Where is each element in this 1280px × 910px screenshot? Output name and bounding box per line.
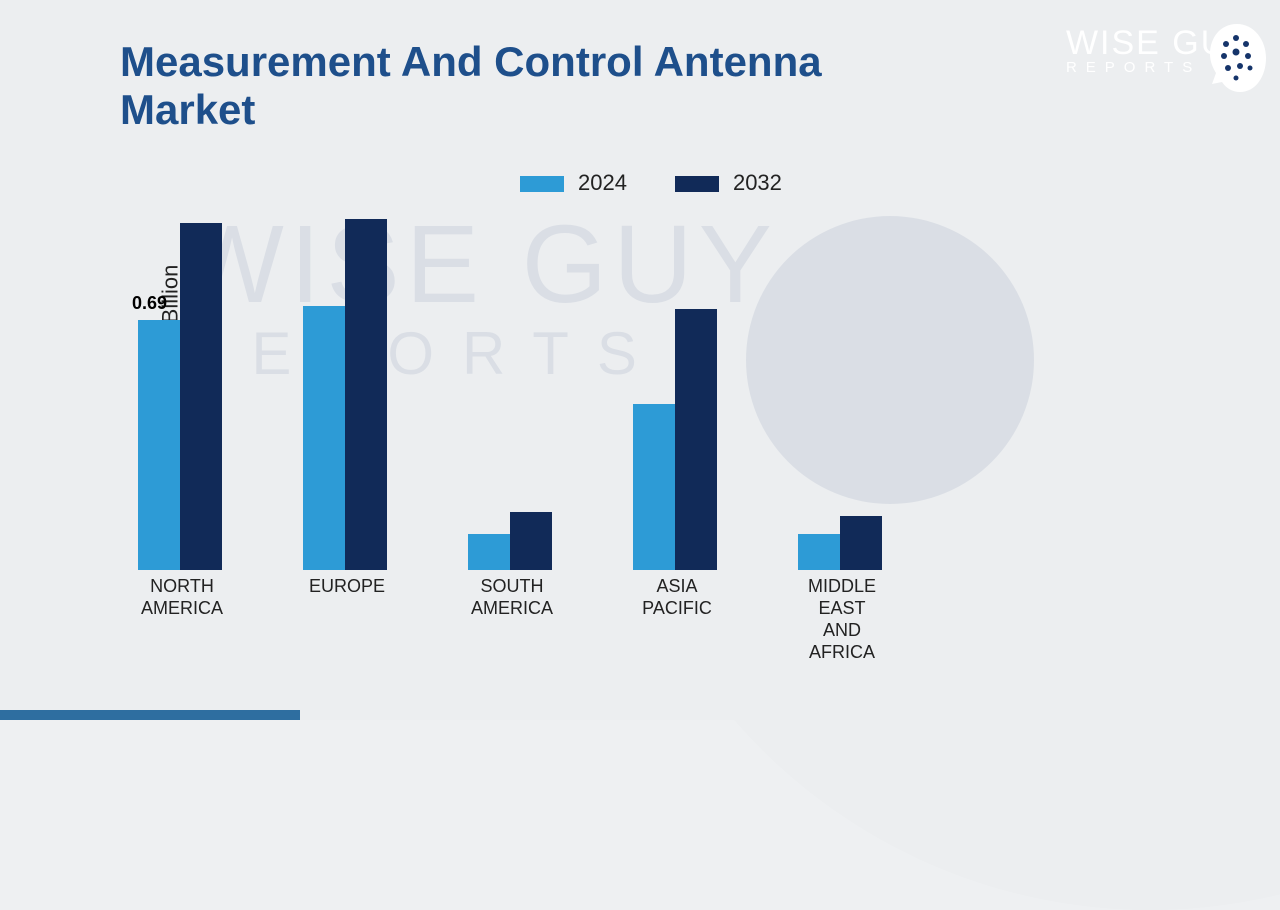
bar-group xyxy=(303,219,387,570)
bar-group xyxy=(138,223,222,570)
bar-2024 xyxy=(633,404,675,570)
x-tick-label: MIDDLEEASTANDAFRICA xyxy=(784,576,900,664)
bar-chart: 0.69 xyxy=(110,190,930,570)
bar-2024 xyxy=(303,306,345,570)
x-axis-labels: NORTHAMERICA EUROPE SOUTHAMERICA ASIAPACIFI… xyxy=(110,576,930,686)
bar-group xyxy=(468,512,552,570)
x-tick-label: EUROPE xyxy=(289,576,405,598)
bar-2032 xyxy=(345,219,387,570)
bar-value-label: 0.69 xyxy=(132,293,167,314)
bottom-accent-strip xyxy=(0,710,300,720)
x-tick-label: NORTHAMERICA xyxy=(124,576,240,620)
plot-area: 0.69 xyxy=(110,190,930,570)
x-tick-label: ASIAPACIFIC xyxy=(619,576,735,620)
bar-2024 xyxy=(468,534,510,570)
bar-2024 xyxy=(138,320,180,570)
chart-title: Measurement And Control Antenna Market xyxy=(120,38,850,135)
chart-canvas: WISE GUY REPORTS Measurement And Control… xyxy=(0,0,1280,720)
bar-2024 xyxy=(798,534,840,570)
bar-2032 xyxy=(840,516,882,570)
bar-2032 xyxy=(510,512,552,570)
brand-logo-head-icon xyxy=(1202,18,1272,96)
bar-group xyxy=(633,309,717,570)
x-tick-label: SOUTHAMERICA xyxy=(454,576,570,620)
bar-group xyxy=(798,516,882,570)
bar-2032 xyxy=(180,223,222,570)
bar-2032 xyxy=(675,309,717,570)
